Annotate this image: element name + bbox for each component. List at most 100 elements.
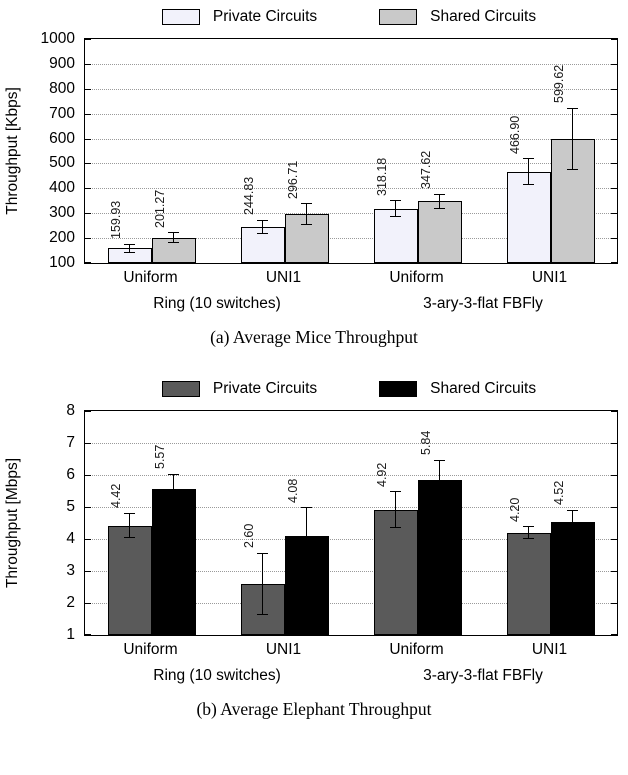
x-tick-label: Uniform <box>389 269 444 286</box>
y-tick-mark <box>611 63 617 65</box>
y-tick-mark <box>611 539 617 540</box>
y-tick-mark <box>85 163 91 165</box>
bar-value-label: 159.93 <box>108 200 123 240</box>
y-tick-mark <box>85 539 91 540</box>
error-bar-cap <box>390 216 401 218</box>
error-bar-cap <box>257 219 268 221</box>
y-tick-mark <box>85 634 91 635</box>
bar-value-label: 4.08 <box>285 478 300 503</box>
legend-label: Private Circuits <box>212 8 318 25</box>
y-tick-mark <box>85 188 91 190</box>
x-tick-label: UNI1 <box>531 641 568 658</box>
error-bar <box>129 244 130 253</box>
bar-value-label: 347.62 <box>418 151 433 190</box>
gridline <box>85 603 617 604</box>
y-tick-mark <box>611 163 617 165</box>
error-bar-cap <box>124 251 135 253</box>
chart-body: Throughput [Kbps] 100 200 300 400 500 600 700 8… <box>0 30 628 271</box>
x-tick-labels: Uniform UNI1 Uniform UNI1 <box>84 636 618 661</box>
error-bar <box>439 194 440 209</box>
gridline <box>85 213 617 215</box>
figure: Private Circuits Shared Circuits Throughp… <box>0 8 628 720</box>
y-tick-label: 1 <box>66 626 75 643</box>
error-bar-cap <box>168 232 179 234</box>
error-bar-cap <box>390 491 401 493</box>
gridline <box>85 238 617 240</box>
y-tick-label: 800 <box>49 79 75 97</box>
error-bar-cap <box>434 459 445 461</box>
error-bar-cap <box>523 184 534 186</box>
y-tick-mark <box>611 507 617 508</box>
y-tick-mark <box>611 88 617 90</box>
bar-value-label: 2.60 <box>241 524 256 549</box>
chart-average-mice-throughput: Private Circuits Shared Circuits Throughp… <box>0 8 628 348</box>
y-tick-labels: 100 200 300 400 500 600 700 800 900 1000 <box>26 30 84 271</box>
legend-label: Private Circuits <box>212 380 318 397</box>
y-tick-mark <box>85 63 91 65</box>
error-bar-cap <box>301 203 312 205</box>
y-tick-mark <box>85 213 91 215</box>
y-tick-label: 300 <box>49 204 75 222</box>
y-axis-title-text: Throughput [Mbps] <box>4 457 21 589</box>
y-tick-mark <box>85 507 91 508</box>
gridline <box>85 475 617 476</box>
error-bar-cap <box>124 243 135 245</box>
bar-private-circuits <box>506 171 551 263</box>
legend-swatch <box>379 381 418 397</box>
bar-value-label: 466.90 <box>507 115 522 154</box>
bar-shared-circuits <box>550 522 595 635</box>
y-tick-labels: 1 2 3 4 5 6 7 8 <box>26 402 84 643</box>
y-tick-mark <box>85 39 91 40</box>
bar-value-label: 244.83 <box>241 176 256 215</box>
y-tick-label: 400 <box>49 179 75 197</box>
chart-caption: (b) Average Elephant Throughput <box>196 699 432 719</box>
y-tick-label: 200 <box>49 229 75 247</box>
bar-shared-circuits <box>417 201 462 263</box>
bar-value-label: 5.57 <box>152 445 167 470</box>
error-bar-cap <box>434 193 445 195</box>
bar-private-circuits <box>373 509 418 635</box>
x-tick-label: UNI1 <box>265 641 302 658</box>
y-tick-mark <box>85 138 91 140</box>
y-tick-mark <box>611 634 617 635</box>
error-bar-cap <box>523 537 534 539</box>
y-tick-label: 2 <box>66 594 75 611</box>
legend-swatch <box>161 381 200 397</box>
error-bar-cap <box>257 233 268 235</box>
y-axis-title: Throughput [Kbps] <box>0 38 26 264</box>
legend-swatch <box>161 9 200 25</box>
error-bar-cap <box>390 526 401 528</box>
error-bar-cap <box>567 534 578 536</box>
y-tick-mark <box>611 603 617 604</box>
bar-value-label: 599.62 <box>551 65 566 104</box>
y-tick-mark <box>85 238 91 240</box>
error-bar <box>395 491 396 528</box>
legend: Private Circuits Shared Circuits <box>0 380 628 398</box>
error-bar-cap <box>523 158 534 160</box>
gridline <box>85 539 617 540</box>
y-tick-label: 6 <box>66 466 75 483</box>
plot-area: 4.42 5.57 2.60 4.08 4.92 5.84 4.20 4.52 <box>84 410 618 636</box>
y-axis-title-text: Throughput [Kbps] <box>4 87 21 215</box>
gridline <box>85 113 617 115</box>
y-tick-mark <box>85 411 91 412</box>
bar-value-label: 318.18 <box>374 157 389 196</box>
error-bar <box>572 510 573 535</box>
error-bar-cap <box>390 200 401 202</box>
y-tick-mark <box>85 443 91 444</box>
y-tick-mark <box>611 188 617 190</box>
y-tick-mark <box>85 475 91 476</box>
error-bar-cap <box>523 526 534 528</box>
x-section-label: Ring (10 switches) <box>153 295 281 312</box>
bar-shared-circuits <box>284 214 329 263</box>
bar-private-circuits <box>107 525 152 635</box>
error-bar <box>528 158 529 185</box>
chart-average-elephant-throughput: Private Circuits Shared Circuits Throughp… <box>0 380 628 720</box>
plot-area: 159.93 201.27 244.83 296.71 318.18 347.62 466.… <box>84 38 618 264</box>
legend-label: Shared Circuits <box>430 380 537 397</box>
y-tick-mark <box>611 138 617 140</box>
y-tick-mark <box>611 39 617 40</box>
x-tick-labels: Uniform UNI1 Uniform UNI1 <box>84 264 618 289</box>
error-bar-cap <box>301 224 312 225</box>
y-tick-mark <box>611 113 617 115</box>
